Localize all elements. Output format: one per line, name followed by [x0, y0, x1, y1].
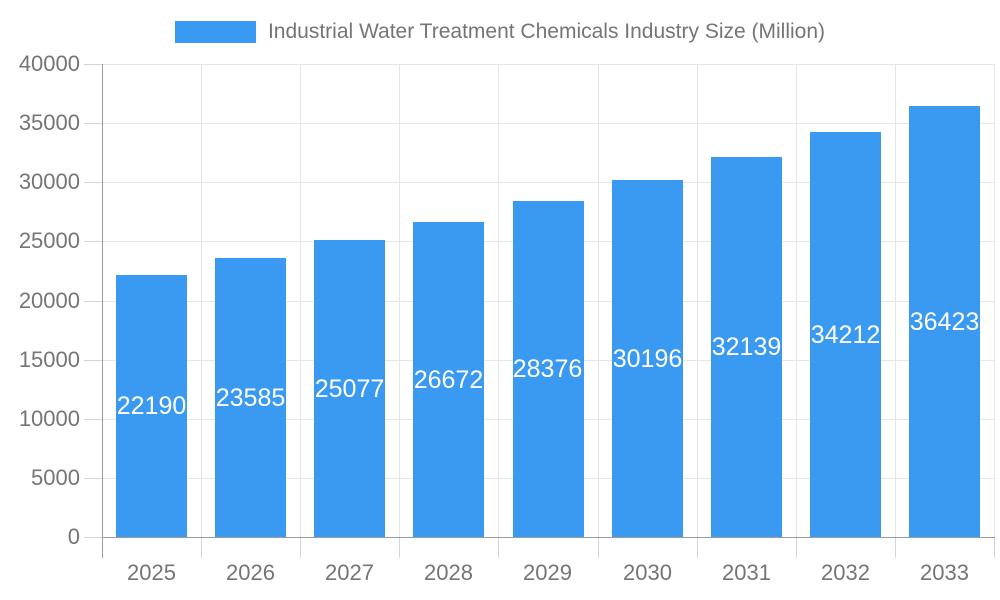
x-axis-tick — [598, 538, 599, 558]
bar[interactable] — [612, 180, 683, 537]
bar[interactable] — [314, 240, 385, 537]
gridline-vertical — [498, 64, 499, 537]
bar-value-label: 26672 — [413, 366, 484, 394]
y-axis-tick — [84, 478, 102, 479]
x-axis-label: 2031 — [722, 560, 771, 585]
x-axis-tick — [300, 538, 301, 558]
bar[interactable] — [810, 132, 881, 537]
y-axis-tick — [84, 241, 102, 242]
x-axis-label: 2027 — [325, 560, 374, 585]
y-axis-tick — [84, 182, 102, 183]
bar-value-label: 22190 — [116, 392, 187, 420]
y-axis-label: 0 — [67, 524, 80, 549]
y-axis-label: 15000 — [18, 347, 80, 372]
x-axis-tick — [994, 538, 995, 558]
bar[interactable] — [413, 222, 484, 537]
gridline-horizontal — [102, 182, 994, 183]
y-axis-tick — [84, 64, 102, 65]
bar-value-label: 30196 — [612, 345, 683, 373]
y-axis-tick — [84, 537, 102, 538]
x-axis-line — [102, 537, 995, 538]
bar[interactable] — [513, 201, 584, 537]
y-axis-label: 10000 — [18, 406, 80, 431]
gridline-horizontal — [102, 123, 994, 124]
bar[interactable] — [711, 157, 782, 537]
gridline-vertical — [697, 64, 698, 537]
bar-value-label: 36423 — [909, 308, 980, 336]
y-axis-label: 25000 — [18, 228, 80, 253]
bar-value-label: 25077 — [314, 375, 385, 403]
legend[interactable]: Industrial Water Treatment Chemicals Ind… — [0, 17, 1000, 47]
gridline-vertical — [399, 64, 400, 537]
x-axis-label: 2025 — [127, 560, 176, 585]
bar-value-label: 32139 — [711, 333, 782, 361]
gridline-horizontal — [102, 64, 994, 65]
y-axis-label: 40000 — [18, 51, 80, 76]
legend-swatch[interactable] — [174, 21, 256, 43]
y-axis-label: 20000 — [18, 288, 80, 313]
legend-label: Industrial Water Treatment Chemicals Ind… — [267, 20, 826, 43]
y-axis-tick — [84, 123, 102, 124]
bar[interactable] — [116, 275, 187, 537]
bar-value-label: 34212 — [810, 321, 881, 349]
y-axis-tick — [84, 301, 102, 302]
y-axis-tick — [84, 360, 102, 361]
x-axis-label: 2032 — [821, 560, 870, 585]
x-axis-label: 2026 — [226, 560, 275, 585]
gridline-vertical — [994, 64, 995, 537]
x-axis-tick — [201, 538, 202, 558]
bar[interactable] — [909, 106, 980, 537]
x-axis-tick — [796, 538, 797, 558]
x-axis-label: 2030 — [623, 560, 672, 585]
x-axis-label: 2028 — [424, 560, 473, 585]
gridline-vertical — [796, 64, 797, 537]
x-axis-tick — [895, 538, 896, 558]
bar[interactable] — [215, 258, 286, 537]
y-axis-label: 5000 — [31, 465, 80, 490]
y-axis-line — [102, 64, 103, 558]
y-axis-label: 30000 — [18, 169, 80, 194]
y-axis-tick — [84, 419, 102, 420]
y-axis-label: 35000 — [18, 110, 80, 135]
bar-value-label: 23585 — [215, 384, 286, 412]
bar-value-label: 28376 — [512, 355, 583, 383]
x-axis-tick — [498, 538, 499, 558]
x-axis-tick — [697, 538, 698, 558]
gridline-vertical — [300, 64, 301, 537]
x-axis-tick — [399, 538, 400, 558]
x-axis-label: 2033 — [920, 560, 969, 585]
gridline-vertical — [598, 64, 599, 537]
gridline-vertical — [895, 64, 896, 537]
x-axis-label: 2029 — [523, 560, 572, 585]
gridline-vertical — [201, 64, 202, 537]
